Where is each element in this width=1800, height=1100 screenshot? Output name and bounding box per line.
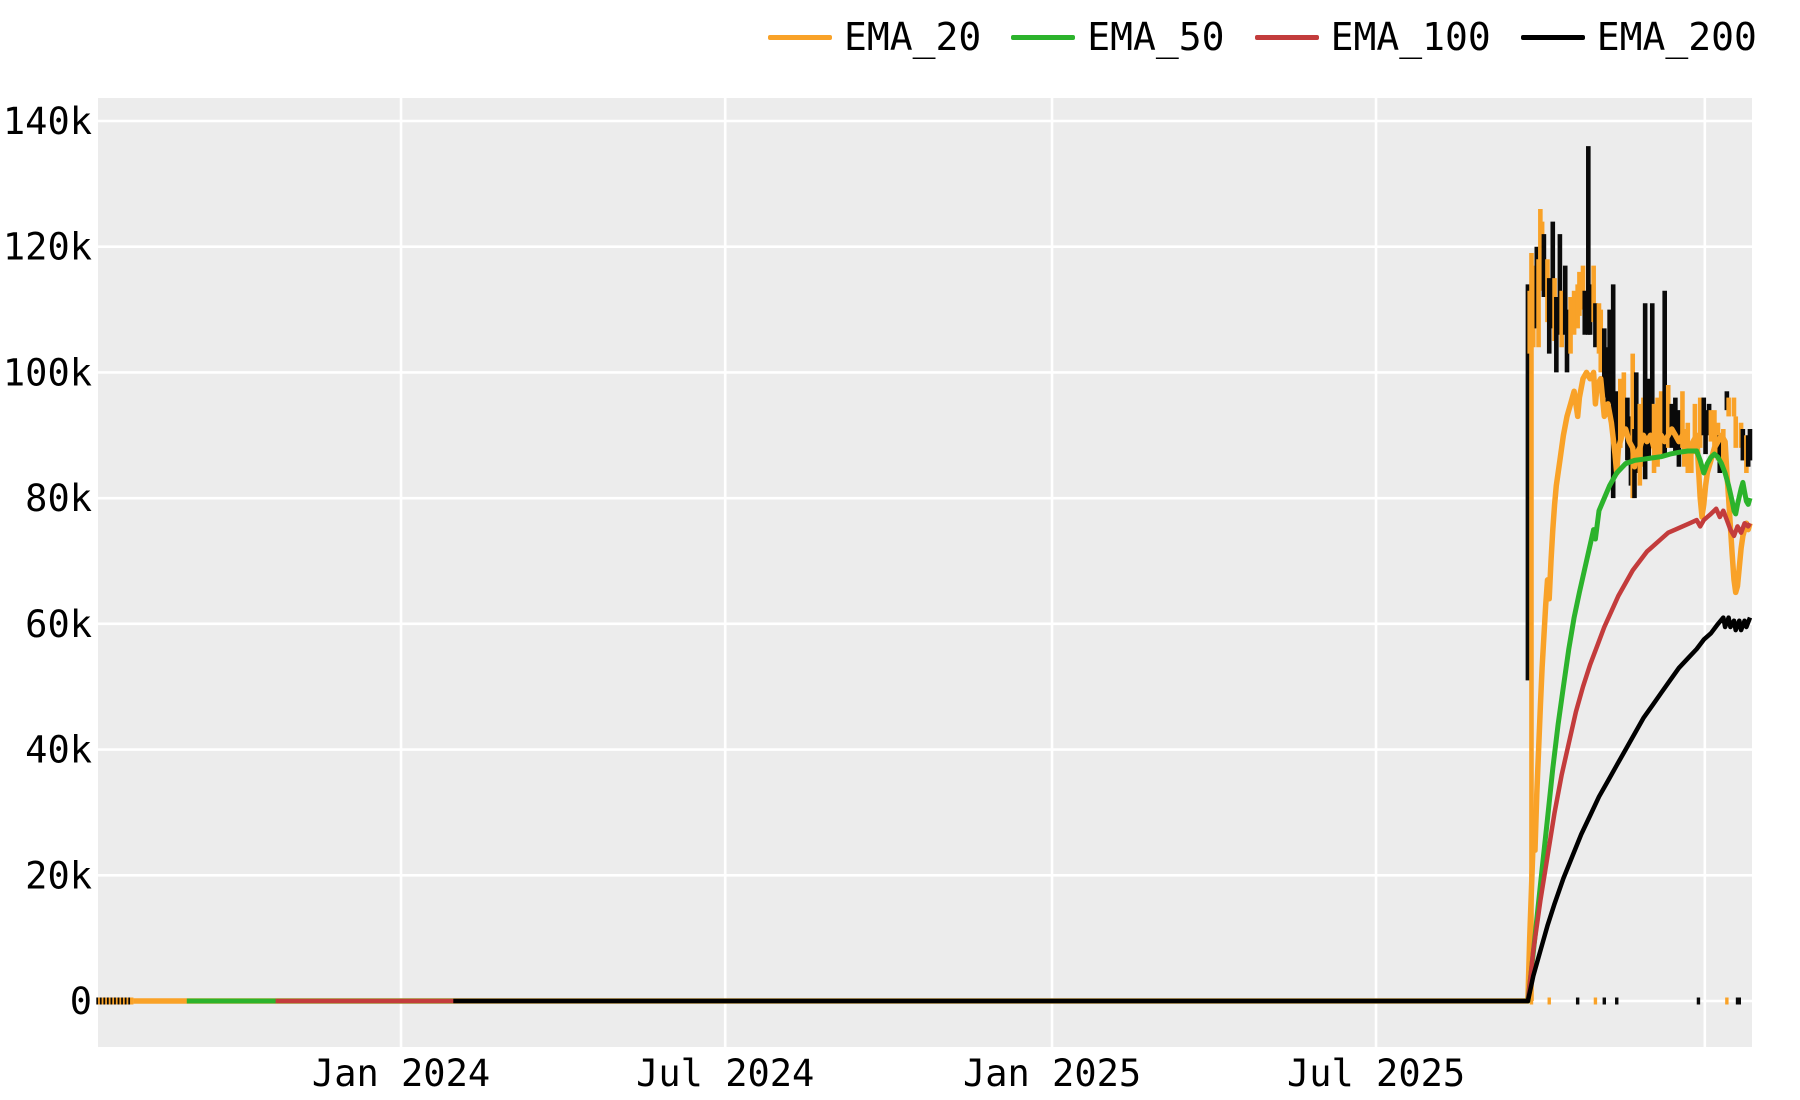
zero-mark — [114, 997, 118, 1005]
y-tick-label: 140k — [3, 100, 92, 143]
plot-background — [98, 98, 1752, 1047]
zero-mark — [115, 997, 120, 1005]
ema100-line-swatch — [1254, 34, 1319, 40]
zero-mark — [96, 997, 100, 1005]
zero-mark — [98, 997, 102, 1005]
zero-mark — [1735, 997, 1740, 1005]
zero-mark — [99, 997, 104, 1005]
x-tick-label: Jan 2025 — [963, 1052, 1141, 1095]
zero-mark — [101, 997, 106, 1005]
zero-mark — [1615, 997, 1619, 1005]
y-tick-label: 40k — [25, 729, 92, 772]
ema50-line — [186, 448, 1753, 1004]
legend-label-ema20: EMA_20 — [844, 15, 982, 59]
legend-item-ema20: EMA_20 — [768, 12, 981, 62]
zero-mark — [1547, 997, 1551, 1005]
legend-label-ema200: EMA_200 — [1596, 15, 1757, 59]
ema20-line-swatch — [768, 34, 832, 40]
ema20-line — [133, 369, 1753, 1004]
x-tick-label: Jul 2024 — [636, 1052, 814, 1095]
zero-mark — [1696, 997, 1701, 1005]
y-tick-label: 80k — [25, 477, 92, 520]
zero-mark — [124, 997, 129, 1005]
legend-item-ema100: EMA_100 — [1254, 12, 1491, 62]
ema100-line — [275, 506, 1752, 1004]
zero-mark — [1602, 997, 1607, 1005]
x-tick-label: Jan 2024 — [312, 1052, 490, 1095]
zero-mark — [126, 997, 130, 1005]
zero-mark — [1725, 997, 1729, 1005]
y-tick-label: 100k — [3, 351, 92, 394]
zero-mark — [108, 997, 113, 1005]
y-tick-label: 20k — [25, 854, 92, 897]
zero-mark — [117, 997, 122, 1005]
zero-mark — [106, 997, 111, 1005]
zero-mark — [122, 997, 127, 1005]
ema50-line-swatch — [1011, 34, 1076, 40]
zero-mark — [119, 997, 123, 1005]
legend-item-ema50: EMA_50 — [1011, 12, 1225, 62]
ema200-line — [453, 615, 1753, 1004]
y-tick-label: 0 — [70, 980, 92, 1023]
legend-label-ema100: EMA_100 — [1330, 15, 1491, 59]
zero-mark — [112, 997, 116, 1005]
chart-legend: EMA_20 EMA_50 EMA_100 EMA_200 — [768, 12, 1757, 62]
zero-mark — [105, 997, 109, 1005]
zero-mark — [103, 997, 107, 1005]
y-tick-label: 120k — [3, 226, 92, 269]
zero-mark — [1737, 997, 1742, 1005]
y-tick-label: 60k — [25, 603, 92, 646]
zero-mark — [110, 997, 114, 1005]
zero-mark — [1529, 997, 1534, 1005]
zero-mark — [128, 997, 132, 1005]
zero-mark — [121, 997, 125, 1005]
legend-label-ema50: EMA_50 — [1087, 15, 1225, 59]
ema200-line-swatch — [1520, 34, 1585, 40]
zero-mark — [1575, 997, 1580, 1005]
zero-mark — [130, 997, 134, 1005]
zero-mark — [1593, 997, 1598, 1005]
legend-item-ema200: EMA_200 — [1520, 12, 1757, 62]
x-tick-label: Jul 2025 — [1287, 1052, 1465, 1095]
